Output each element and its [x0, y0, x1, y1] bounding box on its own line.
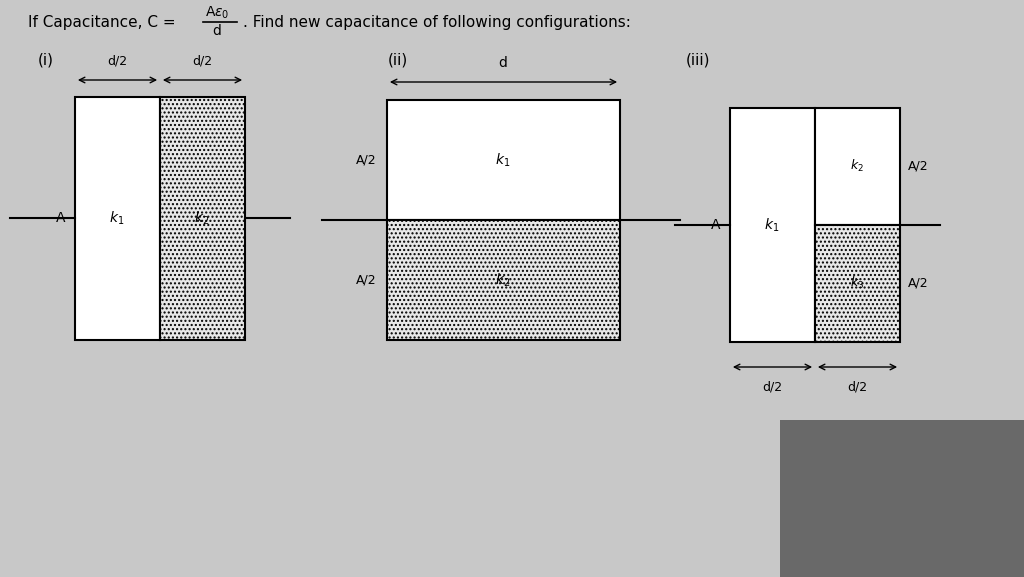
Bar: [387, 100, 620, 220]
Text: d/2: d/2: [762, 381, 782, 394]
Text: $k_1$: $k_1$: [496, 151, 511, 168]
Text: A: A: [55, 211, 65, 225]
Text: d/2: d/2: [191, 55, 212, 68]
Bar: [387, 220, 620, 340]
Text: $k_1$: $k_1$: [110, 209, 125, 227]
Bar: [815, 108, 900, 225]
Text: d: d: [213, 24, 221, 38]
Text: $k_2$: $k_2$: [195, 209, 210, 227]
Bar: [780, 420, 1024, 577]
Text: A/2: A/2: [908, 276, 929, 290]
Text: (iii): (iii): [686, 53, 711, 68]
Text: A: A: [711, 218, 720, 232]
Text: $k_3$: $k_3$: [850, 275, 864, 291]
Text: d/2: d/2: [106, 55, 127, 68]
Bar: [160, 97, 245, 340]
Text: A/2: A/2: [908, 159, 929, 173]
Bar: [730, 108, 815, 342]
Text: A$\varepsilon_0$: A$\varepsilon_0$: [205, 5, 229, 21]
Text: d: d: [499, 56, 508, 70]
Text: $k_1$: $k_1$: [764, 216, 779, 234]
Text: d/2: d/2: [847, 381, 867, 394]
Text: (i): (i): [38, 53, 54, 68]
Text: A/2: A/2: [356, 273, 377, 287]
Text: $k_2$: $k_2$: [496, 271, 511, 288]
Text: (ii): (ii): [388, 53, 409, 68]
Text: $k_2$: $k_2$: [850, 158, 864, 174]
Text: A/2: A/2: [356, 153, 377, 167]
Text: . Find new capacitance of following configurations:: . Find new capacitance of following conf…: [243, 14, 631, 29]
Text: If Capacitance, C =: If Capacitance, C =: [28, 14, 180, 29]
Bar: [75, 97, 160, 340]
Bar: [815, 225, 900, 342]
